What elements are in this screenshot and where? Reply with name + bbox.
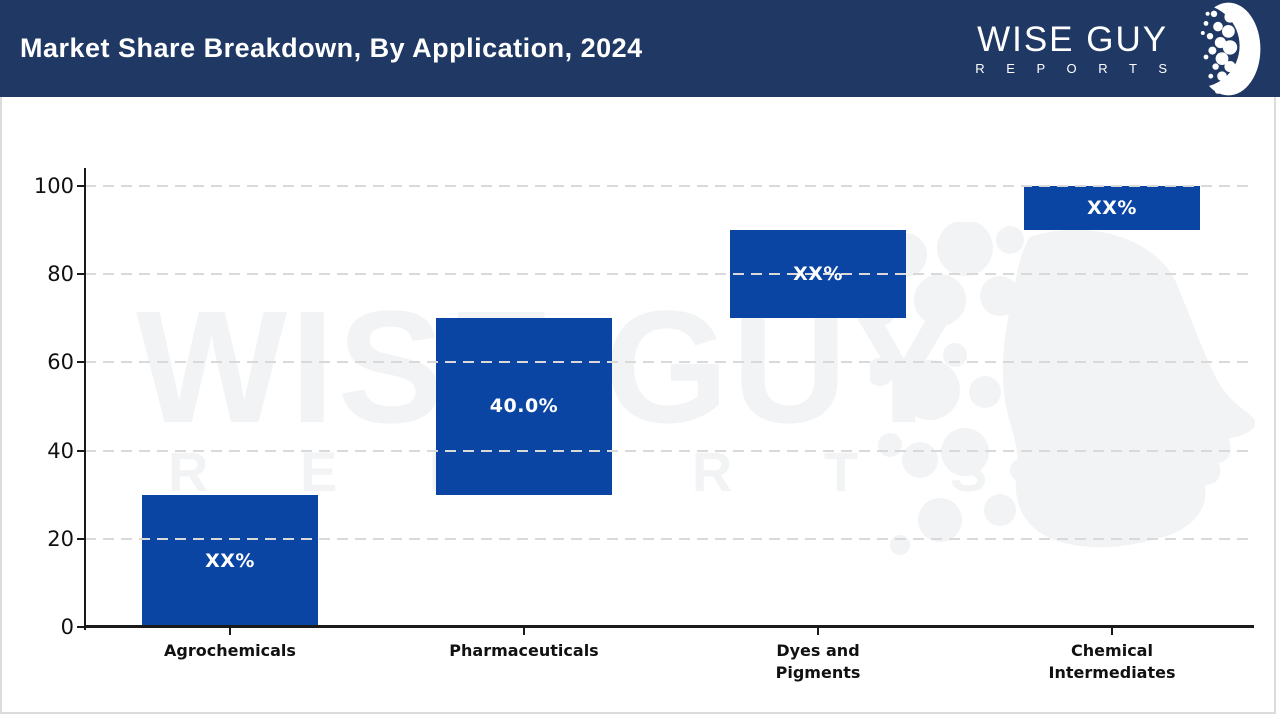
x-tick-mark bbox=[229, 628, 231, 635]
x-axis-label-chemical-intermediates: Chemical Intermediates bbox=[1048, 641, 1176, 682]
y-tick-mark bbox=[77, 449, 85, 452]
bar-value-label: XX% bbox=[205, 549, 255, 572]
logo-wordmark: WISE GUY bbox=[977, 20, 1169, 60]
bar-value-label: XX% bbox=[793, 263, 843, 286]
x-axis-label-agrochemicals: Agrochemicals bbox=[164, 641, 296, 660]
y-tick-label: 60 bbox=[47, 350, 74, 375]
logo-head-icon bbox=[1170, 2, 1261, 96]
gridline-60 bbox=[85, 361, 1254, 364]
y-tick-label: 100 bbox=[33, 174, 74, 198]
y-axis-line bbox=[84, 168, 86, 630]
x-tick-mark bbox=[1111, 628, 1113, 635]
gridline-20 bbox=[85, 537, 1254, 540]
y-tick-mark bbox=[77, 185, 85, 187]
y-tick-label: 40 bbox=[47, 438, 74, 463]
gridline-40 bbox=[85, 449, 1254, 452]
bar-value-label: 40.0% bbox=[489, 395, 559, 418]
page-title: Market Share Breakdown, By Application, … bbox=[20, 33, 643, 63]
bar-chemical-intermediates: XX% bbox=[1024, 186, 1200, 231]
wiseguy-logo: WISE GUY R E P O R T S bbox=[969, 2, 1266, 96]
x-tick-mark bbox=[523, 628, 525, 635]
y-tick-label: 80 bbox=[47, 262, 74, 287]
y-tick-mark bbox=[77, 537, 85, 540]
y-tick-mark bbox=[77, 361, 85, 364]
bar-agrochemicals: XX% bbox=[142, 494, 318, 627]
logo-subtitle: R E P O R T S bbox=[975, 60, 1176, 76]
x-axis-label-dyes-and-pigments: Dyes and Pigments bbox=[775, 641, 861, 682]
y-tick-mark bbox=[77, 626, 85, 628]
y-tick-label: 20 bbox=[47, 526, 74, 551]
bar-pharmaceuticals: 40.0% bbox=[436, 318, 612, 495]
x-axis-line bbox=[85, 625, 1254, 628]
logo-text: WISE GUY R E P O R T S bbox=[969, 20, 1176, 76]
x-axis-label-pharmaceuticals: Pharmaceuticals bbox=[449, 641, 599, 660]
y-tick-label: 0 bbox=[60, 615, 74, 639]
x-tick-mark bbox=[817, 628, 819, 635]
gridline-100 bbox=[85, 185, 1254, 187]
gridline-80 bbox=[85, 273, 1254, 276]
bar-value-label: XX% bbox=[1087, 197, 1137, 220]
header: Market Share Breakdown, By Application, … bbox=[0, 0, 1280, 97]
y-tick-mark bbox=[77, 273, 85, 276]
